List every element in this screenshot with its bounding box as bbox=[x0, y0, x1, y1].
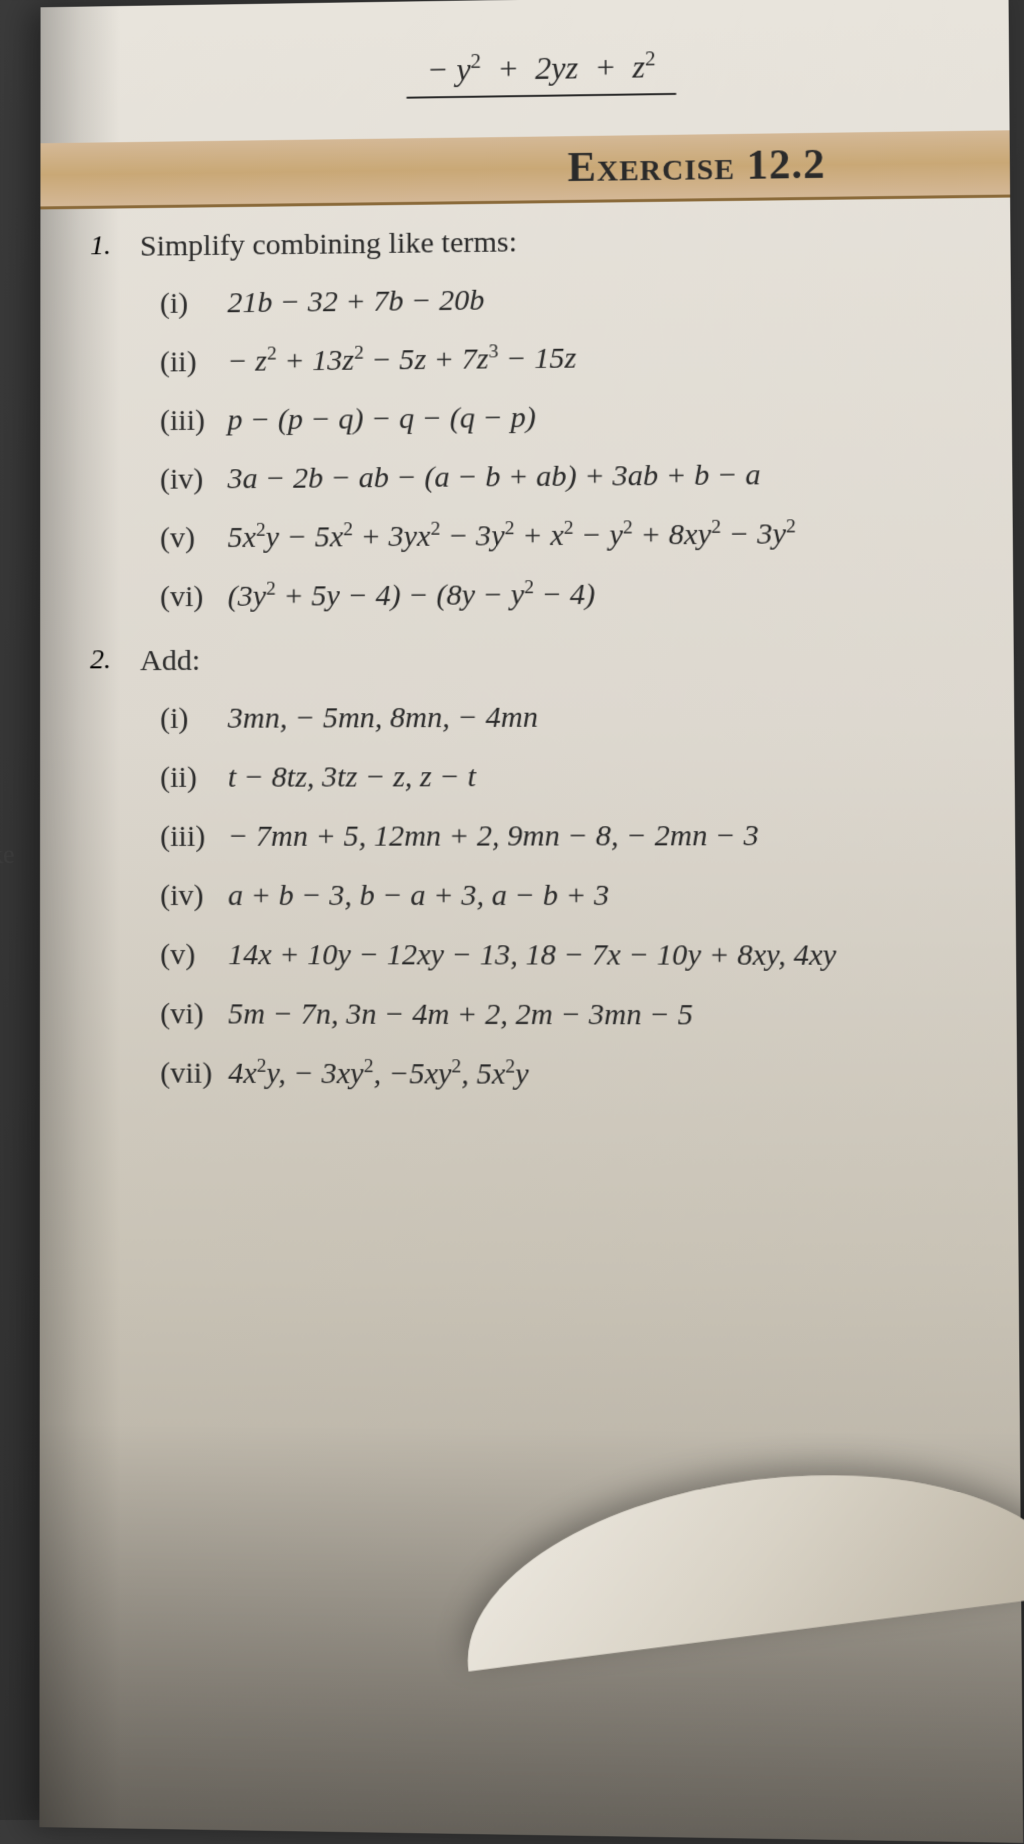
top-formula: − y2 + 2yz + z2 bbox=[406, 47, 676, 98]
exercise-heading-band: Exercise 12.2 bbox=[40, 130, 1010, 206]
question-number: 1. bbox=[90, 230, 111, 262]
list-item: (iv) a + b − 3, b − a + 3, a − b + 3 bbox=[160, 872, 954, 918]
exercise-title: Exercise 12.2 bbox=[140, 139, 949, 197]
page-curl-edge bbox=[447, 1441, 1024, 1672]
roman-numeral: (v) bbox=[160, 932, 220, 977]
list-item: (ii) t − 8tz, 3tz − z, z − t bbox=[160, 752, 953, 799]
roman-numeral: (i) bbox=[160, 695, 220, 740]
roman-numeral: (i) bbox=[160, 280, 220, 325]
var-z: z bbox=[632, 48, 645, 84]
list-item: (iii) − 7mn + 5, 12mn + 2, 9mn − 8, − 2m… bbox=[160, 812, 953, 858]
var-yz: yz bbox=[551, 49, 578, 85]
margin-cut-text: ke bbox=[0, 840, 15, 871]
list-item: (vi) (3y2 + 5y − 4) − (8y − y2 − 4) bbox=[160, 569, 952, 618]
question-prompt: Add: bbox=[140, 640, 952, 678]
list-item: (i) 21b − 32 + 7b − 20b bbox=[160, 272, 950, 325]
list-item: (v) 14x + 10y − 12xy − 13, 18 − 7x − 10y… bbox=[160, 932, 954, 978]
roman-numeral: (v) bbox=[160, 515, 220, 560]
list-item: (ii) − z2 + 13z2 − 5z + 7z3 − 15z bbox=[160, 332, 950, 385]
roman-numeral: (ii) bbox=[160, 339, 220, 384]
list-item: (iii) p − (p − q) − q − (q − p) bbox=[160, 391, 950, 443]
roman-numeral: (iv) bbox=[160, 456, 220, 501]
var-y: y bbox=[456, 51, 470, 87]
list-item: (iv) 3a − 2b − ab − (a − b + ab) + 3ab +… bbox=[160, 450, 951, 501]
question-1: 1. Simplify combining like terms: (i) 21… bbox=[140, 220, 952, 619]
question-2-items: (i) 3mn, − 5mn, 8mn, − 4mn (ii) t − 8tz,… bbox=[140, 693, 955, 1098]
roman-numeral: (vii) bbox=[160, 1050, 220, 1095]
roman-numeral: (ii) bbox=[160, 754, 220, 799]
roman-numeral: (iv) bbox=[160, 873, 220, 918]
roman-numeral: (vi) bbox=[160, 991, 220, 1036]
roman-numeral: (vi) bbox=[160, 574, 220, 619]
roman-numeral: (iii) bbox=[160, 813, 220, 858]
roman-numeral: (iii) bbox=[160, 397, 220, 442]
question-1-items: (i) 21b − 32 + 7b − 20b (ii) − z2 + 13z2… bbox=[140, 272, 952, 619]
list-item: (v) 5x2y − 5x2 + 3yx2 − 3y2 + x2 − y2 + … bbox=[160, 510, 951, 560]
question-prompt: Simplify combining like terms: bbox=[140, 220, 949, 263]
list-item: (vi) 5m − 7n, 3n − 4m + 2, 2m − 3mn − 5 bbox=[160, 991, 955, 1038]
question-2: 2. Add: (i) 3mn, − 5mn, 8mn, − 4mn (ii) … bbox=[140, 640, 955, 1098]
textbook-page: − y2 + 2yz + z2 Exercise 12.2 1. Simplif… bbox=[39, 0, 1023, 1843]
list-item: (i) 3mn, − 5mn, 8mn, − 4mn bbox=[160, 693, 952, 741]
list-item: (vii) 4x2y, − 3xy2, −5xy2, 5x2y bbox=[160, 1050, 955, 1098]
question-number: 2. bbox=[90, 644, 111, 676]
